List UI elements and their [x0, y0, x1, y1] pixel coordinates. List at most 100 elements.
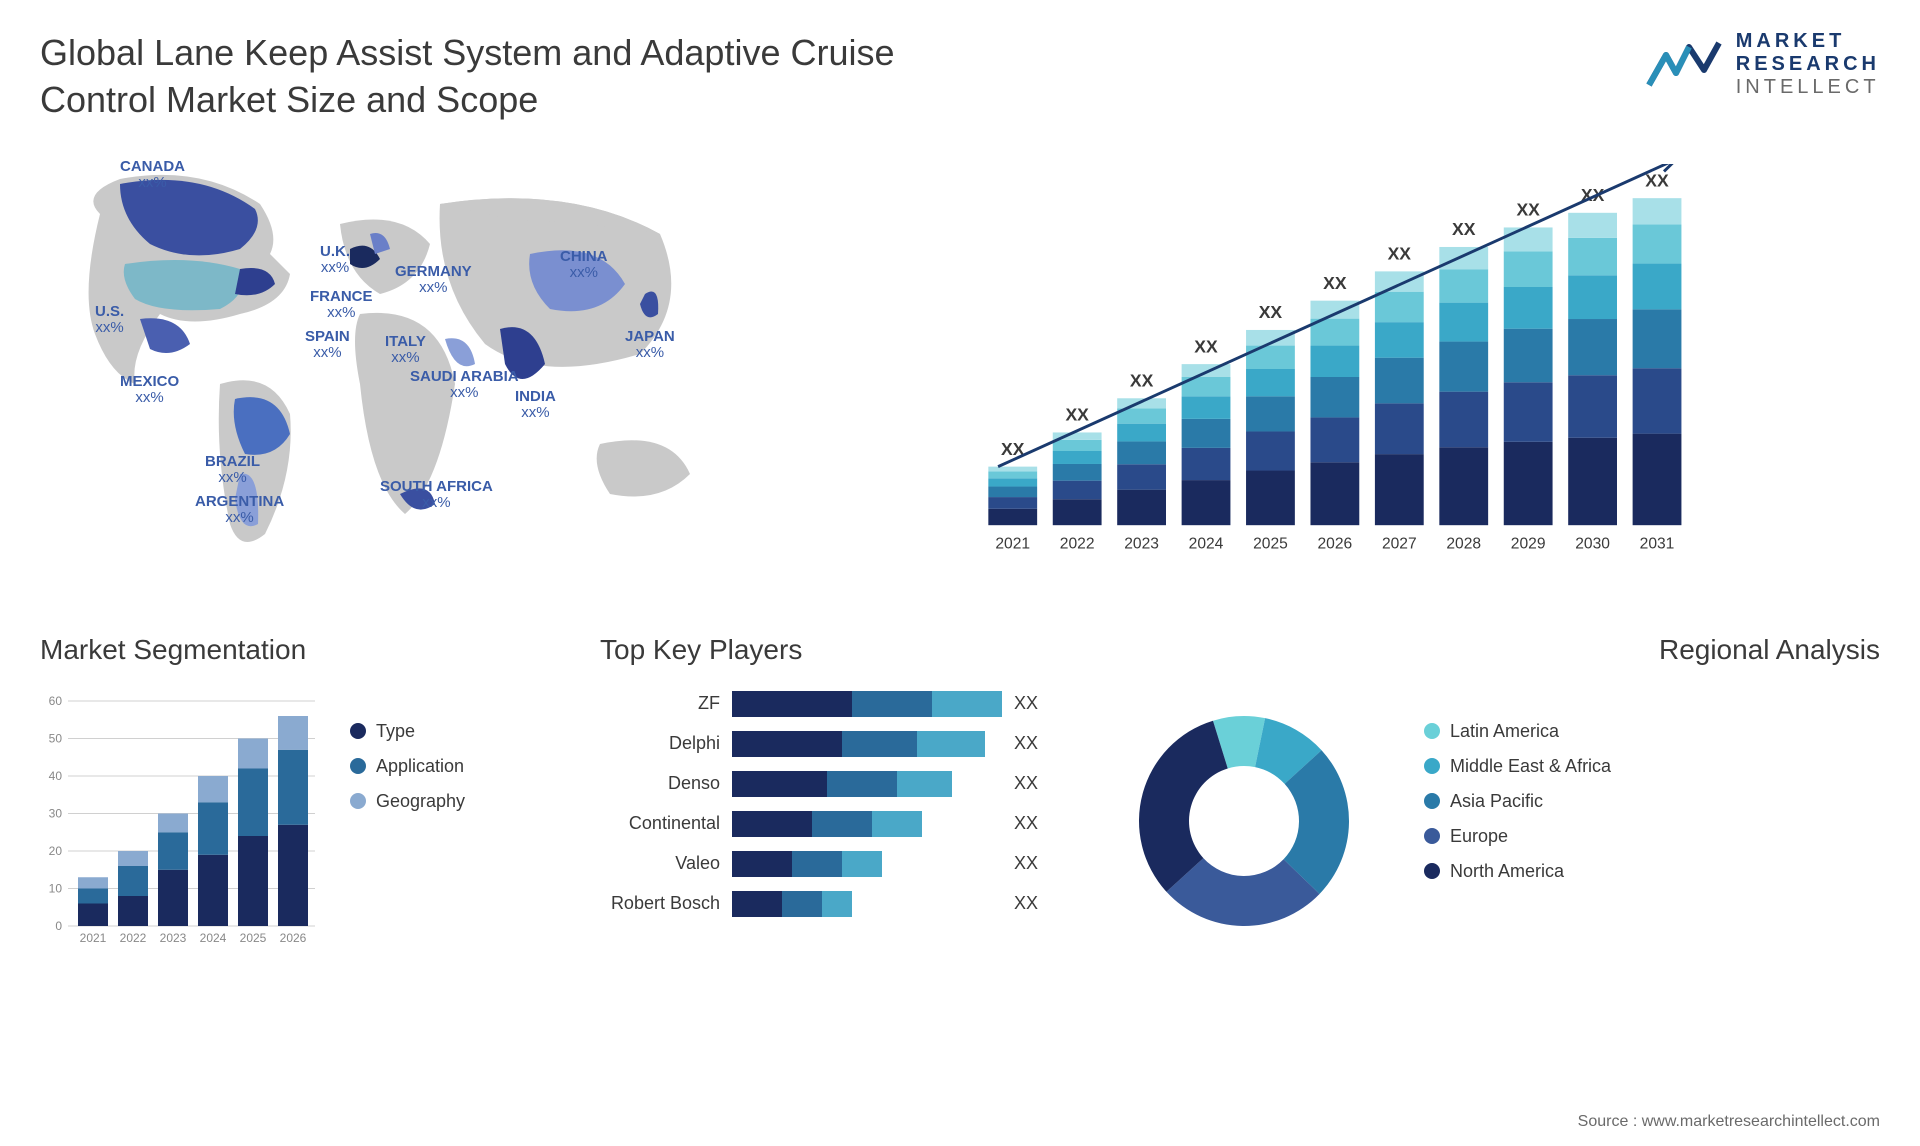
country-label-spain: SPAINxx%: [305, 329, 350, 362]
legend-label: Europe: [1450, 826, 1508, 847]
growth-bar-seg: [1246, 470, 1295, 525]
country-label-us: U.S.xx%: [95, 304, 124, 337]
seg-bar-seg: [118, 866, 148, 896]
growth-bar-seg: [1182, 480, 1231, 525]
seg-bar-seg: [238, 836, 268, 926]
y-tick-label: 50: [49, 731, 63, 745]
legend-dot-icon: [1424, 828, 1440, 844]
player-name: ZF: [600, 693, 720, 714]
player-bar: [732, 771, 1002, 797]
growth-bar-seg: [1246, 396, 1295, 431]
growth-year-label: 2028: [1446, 535, 1481, 552]
country-label-uk: U.K.xx%: [320, 244, 350, 277]
player-name: Denso: [600, 773, 720, 794]
growth-bar-seg: [1117, 464, 1166, 489]
growth-bar-seg: [1504, 287, 1553, 329]
growth-bar-label: XX: [1194, 336, 1218, 356]
player-bar-seg: [917, 731, 985, 757]
player-name: Valeo: [600, 853, 720, 874]
y-tick-label: 20: [49, 844, 63, 858]
growth-bar-label: XX: [1645, 170, 1669, 190]
page-title: Global Lane Keep Assist System and Adapt…: [40, 30, 940, 124]
growth-bar-seg: [1633, 224, 1682, 263]
segmentation-title: Market Segmentation: [40, 634, 540, 666]
growth-bar-seg: [1504, 441, 1553, 524]
growth-bar-seg: [988, 497, 1037, 509]
player-value: XX: [1014, 733, 1054, 754]
growth-bar-seg: [1182, 396, 1231, 419]
regional-legend: Latin AmericaMiddle East & AfricaAsia Pa…: [1424, 691, 1611, 951]
growth-bar-seg: [1504, 227, 1553, 251]
legend-dot-icon: [1424, 863, 1440, 879]
y-tick-label: 40: [49, 769, 63, 783]
segmentation-panel: Market Segmentation 01020304050602021202…: [40, 634, 540, 951]
seg-bar-seg: [158, 869, 188, 925]
seg-legend-item: Application: [350, 756, 465, 777]
player-value: XX: [1014, 893, 1054, 914]
growth-bar-seg: [1375, 403, 1424, 454]
growth-bar-seg: [1117, 423, 1166, 441]
growth-bar-seg: [1633, 368, 1682, 433]
seg-bar-seg: [198, 854, 228, 925]
growth-bar-seg: [988, 486, 1037, 497]
legend-dot-icon: [350, 723, 366, 739]
legend-label: North America: [1450, 861, 1564, 882]
country-label-argentina: ARGENTINAxx%: [195, 494, 284, 527]
seg-bar-seg: [78, 877, 108, 888]
growth-bar-seg: [1310, 377, 1359, 417]
legend-dot-icon: [350, 758, 366, 774]
growth-bar-label: XX: [1259, 302, 1283, 322]
segmentation-chart: 0102030405060202120222023202420252026: [40, 691, 320, 951]
player-bar-seg: [732, 811, 812, 837]
region-legend-item: Asia Pacific: [1424, 791, 1611, 812]
growth-chart-svg: XX2021XX2022XX2023XX2024XX2025XX2026XX20…: [780, 164, 1880, 574]
growth-year-label: 2024: [1189, 535, 1224, 552]
region-legend-item: North America: [1424, 861, 1611, 882]
legend-dot-icon: [1424, 723, 1440, 739]
seg-bar-seg: [198, 802, 228, 855]
donut-chart: [1114, 691, 1394, 951]
player-bar: [732, 891, 1002, 917]
player-bar: [732, 691, 1002, 717]
legend-label: Asia Pacific: [1450, 791, 1543, 812]
player-bar-seg: [842, 731, 917, 757]
segmentation-svg: 0102030405060202120222023202420252026: [40, 691, 320, 951]
player-bar-seg: [732, 891, 782, 917]
player-bar-seg: [732, 771, 827, 797]
country-label-japan: JAPANxx%: [625, 329, 675, 362]
top-section: CANADAxx%U.S.xx%MEXICOxx%BRAZILxx%ARGENT…: [40, 154, 1880, 574]
growth-bar-seg: [1633, 263, 1682, 309]
y-tick-label: 0: [55, 919, 62, 933]
player-value: XX: [1014, 773, 1054, 794]
logo-text-3: INTELLECT: [1736, 76, 1880, 99]
seg-bar-seg: [158, 813, 188, 832]
player-row: Denso XX: [600, 771, 1054, 797]
player-bar-seg: [822, 891, 852, 917]
growth-bar-seg: [1053, 464, 1102, 481]
donut-slice: [1139, 720, 1228, 891]
legend-label: Geography: [376, 791, 465, 812]
country-label-india: INDIAxx%: [515, 389, 556, 422]
growth-bar-seg: [1246, 369, 1295, 396]
player-bar-seg: [842, 851, 882, 877]
growth-bar-seg: [1375, 322, 1424, 358]
seg-year-label: 2026: [280, 931, 307, 945]
growth-bar-seg: [1439, 269, 1488, 302]
player-bar: [732, 851, 1002, 877]
growth-bar-seg: [1439, 447, 1488, 525]
y-tick-label: 30: [49, 806, 63, 820]
growth-bar-seg: [1439, 341, 1488, 391]
growth-bar-seg: [1568, 275, 1617, 319]
legend-label: Middle East & Africa: [1450, 756, 1611, 777]
legend-dot-icon: [350, 793, 366, 809]
seg-bar-seg: [278, 749, 308, 824]
logo-icon: [1644, 35, 1724, 95]
player-row: DelphiXX: [600, 731, 1054, 757]
player-row: ZFXX: [600, 691, 1054, 717]
regional-panel: Regional Analysis Latin AmericaMiddle Ea…: [1114, 634, 1880, 951]
source-text: Source : www.marketresearchintellect.com: [1578, 1113, 1880, 1131]
player-row: Robert BoschXX: [600, 891, 1054, 917]
country-label-china: CHINAxx%: [560, 249, 608, 282]
growth-bar-seg: [1375, 291, 1424, 321]
player-bar-seg: [932, 691, 1002, 717]
